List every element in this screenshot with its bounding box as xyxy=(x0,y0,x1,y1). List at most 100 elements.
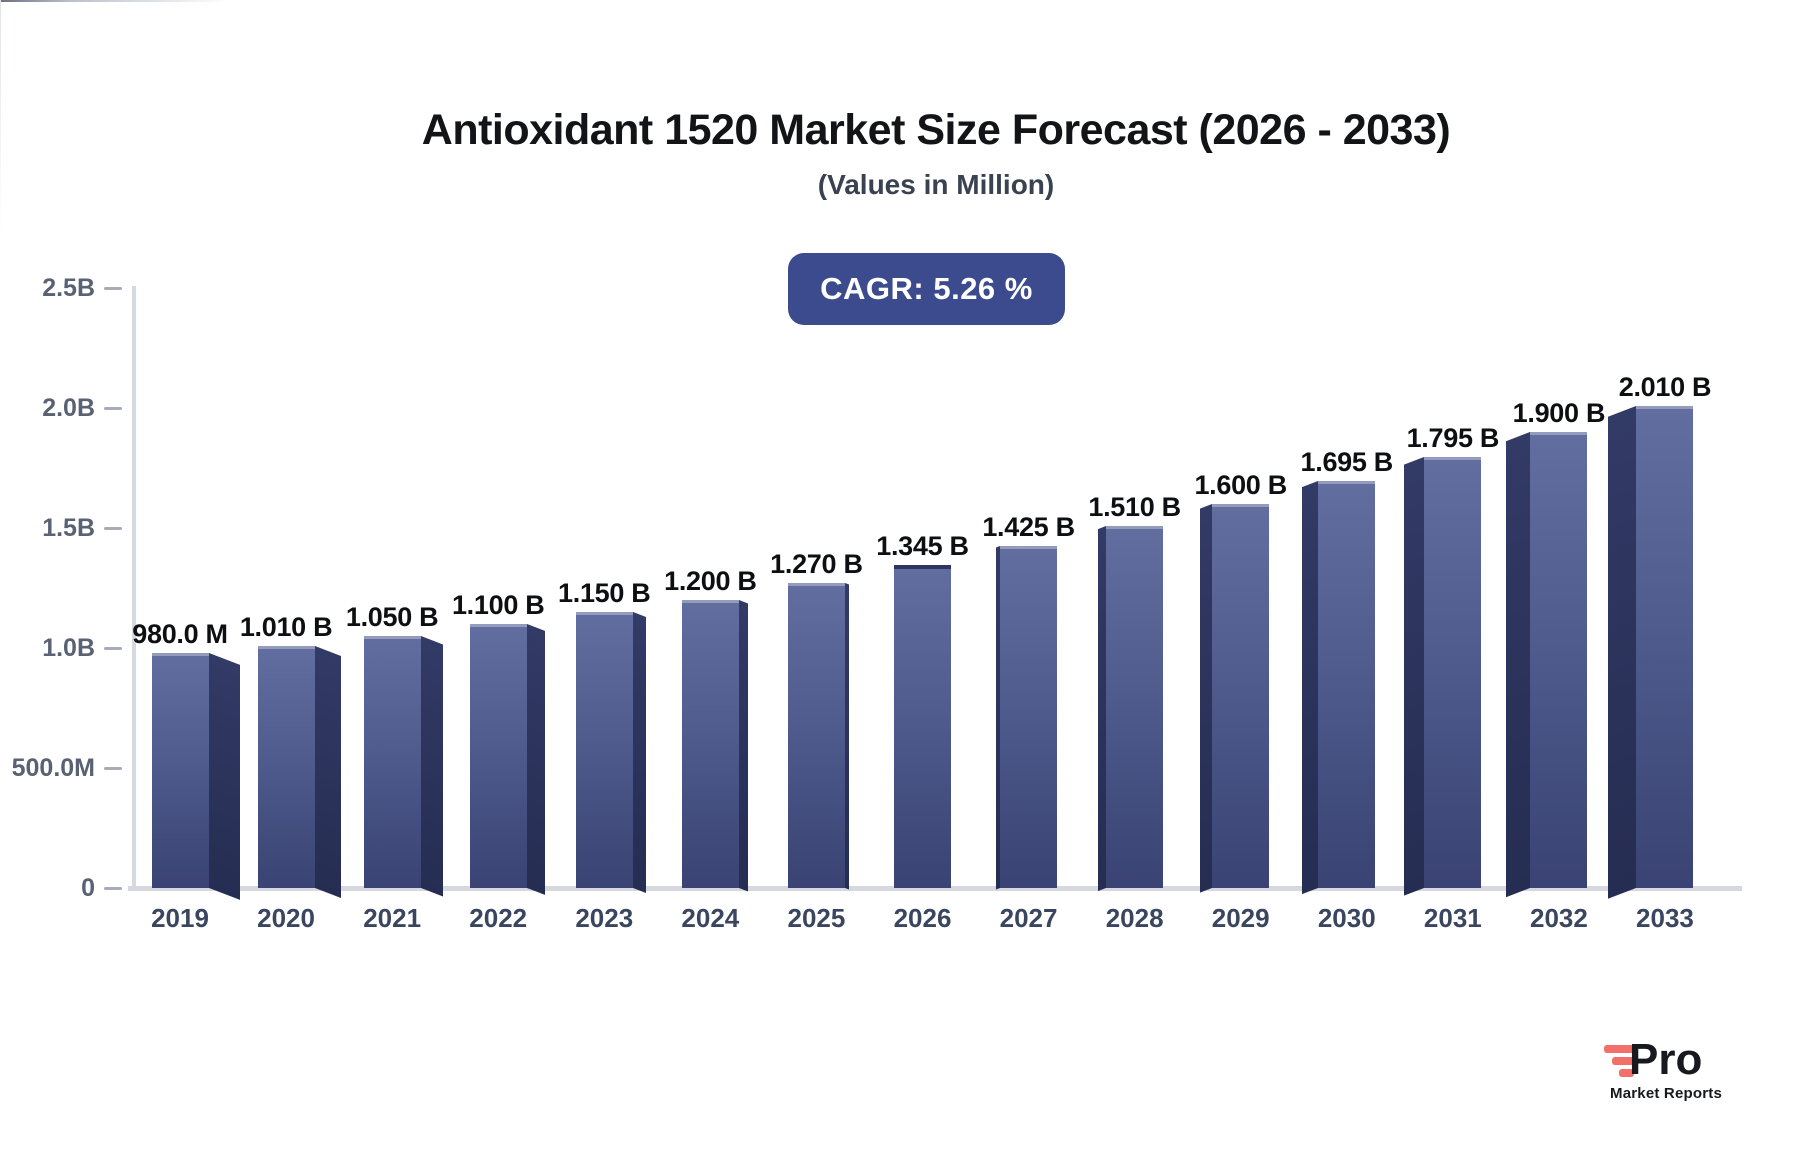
bar-front-face xyxy=(363,636,421,888)
x-tick-label: 2027 xyxy=(999,903,1058,933)
y-tick-label: 500.0M xyxy=(11,754,95,782)
bar-side-face xyxy=(844,583,850,890)
x-tick-label: 2031 xyxy=(1423,903,1482,933)
x-tick-label: 2023 xyxy=(575,903,634,933)
bar-side-face xyxy=(1608,405,1637,899)
bar-side-face xyxy=(1098,525,1107,892)
bar-value-label: 1.200 B xyxy=(664,566,757,596)
bar-front-face xyxy=(257,645,315,888)
x-tick-label: 2033 xyxy=(1636,903,1694,933)
logo-wordmark: Pro xyxy=(1629,1035,1703,1084)
bar-top-highlight xyxy=(1212,504,1270,507)
bar-front-face xyxy=(1106,525,1164,888)
bar-value-label: 1.510 B xyxy=(1088,491,1181,522)
y-tick-dash xyxy=(104,527,122,530)
bar-front-face xyxy=(1212,504,1270,888)
y-tick-dash xyxy=(104,767,122,770)
chart-header: Antioxidant 1520 Market Size Forecast (2… xyxy=(60,0,1800,201)
bar-value-label: 1.100 B xyxy=(451,590,545,620)
bar-side-face xyxy=(1404,457,1425,896)
bar-front-face xyxy=(1000,546,1058,888)
bar-value-label: 2.010 B xyxy=(1618,371,1712,402)
x-tick-label: 2022 xyxy=(469,903,528,933)
y-tick-label: 1.0B xyxy=(42,634,95,662)
bar-value-label: 1.150 B xyxy=(558,578,651,608)
bar-front-face xyxy=(469,624,527,888)
bar-side-face xyxy=(1302,481,1319,895)
x-tick-label: 2026 xyxy=(893,903,952,933)
bar-top-highlight xyxy=(257,645,315,649)
bar-front-face xyxy=(681,600,739,888)
bar-top-highlight xyxy=(681,600,739,603)
bar-value-label: 1.695 B xyxy=(1300,447,1394,478)
x-tick-label: 2025 xyxy=(787,903,846,933)
left-edge-artifact xyxy=(0,0,1,240)
bar-front-face xyxy=(1318,481,1376,888)
bar-side-face xyxy=(208,652,240,900)
bar-side-face xyxy=(314,645,341,899)
x-tick-label: 2020 xyxy=(257,903,315,933)
bar-top-highlight xyxy=(575,612,633,615)
chart-title: Antioxidant 1520 Market Size Forecast (2… xyxy=(421,106,1451,154)
bar-top-highlight xyxy=(363,636,421,639)
cagr-badge-label: CAGR: 5.26 % xyxy=(820,271,1033,306)
bar-top-highlight xyxy=(787,583,845,587)
brand-logo: Pro Market Reports xyxy=(1602,1038,1800,1102)
y-tick-label: 2.5B xyxy=(42,274,95,302)
y-tick-label: 2.0B xyxy=(42,394,95,422)
bar-top-highlight xyxy=(469,624,527,627)
bar-value-label: 1.425 B xyxy=(982,512,1075,542)
chart-subtitle: (Values in Million) xyxy=(817,169,1055,200)
x-tick-label: 2019 xyxy=(151,903,209,933)
y-tick-dash xyxy=(104,887,122,890)
y-tick-label: 0 xyxy=(81,874,95,902)
bar-value-label: 1.010 B xyxy=(239,611,333,642)
bar-side-face xyxy=(738,600,748,892)
y-tick-label: 1.5B xyxy=(42,514,95,542)
x-tick-label: 2032 xyxy=(1529,903,1588,933)
bar-value-label: 1.345 B xyxy=(876,531,969,562)
bar-value-label: 980.0 M xyxy=(132,618,228,649)
bar-front-face xyxy=(893,565,951,888)
y-tick-dash xyxy=(104,287,122,290)
bar-top-highlight xyxy=(1530,432,1588,435)
logo-tagline: Market Reports xyxy=(1610,1085,1722,1102)
bar-value-label: 1.050 B xyxy=(345,602,439,632)
bar-value-label: 1.270 B xyxy=(770,549,863,580)
top-edge-artifact xyxy=(0,0,230,2)
bar-front-face xyxy=(1424,457,1482,888)
bar-value-label: 1.900 B xyxy=(1512,398,1606,428)
y-axis-line xyxy=(132,286,136,890)
bar-front-face xyxy=(1530,432,1588,888)
bar-front-face xyxy=(1636,405,1694,888)
bar-side-face xyxy=(526,624,545,895)
brand-logo-row: Pro xyxy=(1602,1038,1800,1082)
bar-side-face xyxy=(420,636,443,897)
x-tick-label: 2029 xyxy=(1211,903,1270,933)
bar-front-face xyxy=(151,652,209,888)
bar-top-highlight xyxy=(151,652,209,656)
bar-top-highlight xyxy=(1318,481,1376,485)
cagr-badge: CAGR: 5.26 % xyxy=(788,253,1065,325)
y-tick-dash xyxy=(104,407,122,410)
x-tick-label: 2024 xyxy=(681,903,740,933)
bar-value-label: 1.600 B xyxy=(1194,470,1287,500)
bar-front-face xyxy=(787,583,845,888)
bar-top-highlight xyxy=(1424,457,1482,461)
logo-speedlines-icon xyxy=(1602,1045,1634,1077)
bar-side-face xyxy=(1200,504,1213,893)
bar-top-highlight xyxy=(1000,546,1058,549)
bar-top-highlight xyxy=(1106,525,1164,529)
x-tick-label: 2028 xyxy=(1105,903,1164,933)
y-tick-dash xyxy=(104,647,122,650)
x-tick-label: 2021 xyxy=(363,903,422,933)
bar-value-label: 1.795 B xyxy=(1406,423,1500,454)
x-tick-label: 2030 xyxy=(1317,903,1376,933)
bar-front-face xyxy=(575,612,633,888)
bar-side-face xyxy=(632,612,646,894)
bar-side-face xyxy=(1506,432,1531,898)
x-axis-baseline xyxy=(128,886,1742,891)
bar-top-edge xyxy=(893,565,951,570)
